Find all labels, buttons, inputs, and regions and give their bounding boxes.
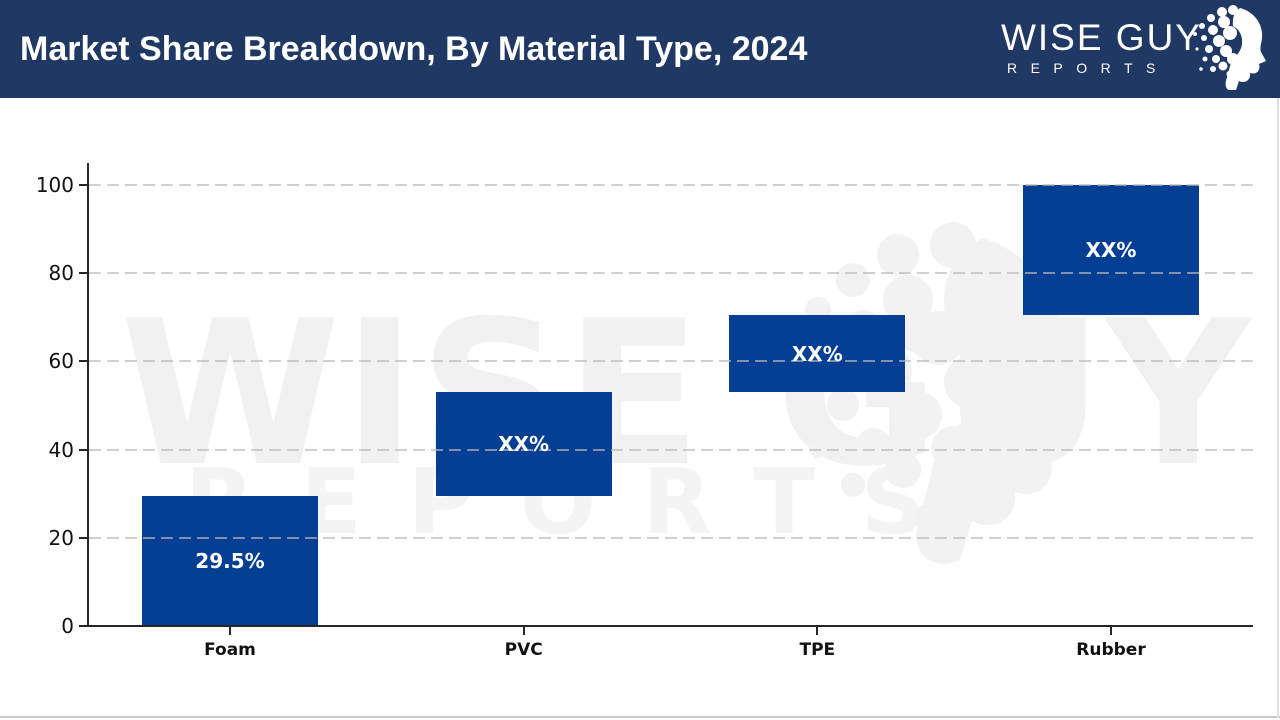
y-axis: [87, 163, 89, 627]
x-tick-label-foam: Foam: [204, 640, 256, 660]
y-tick-100: [79, 184, 88, 186]
y-tick-80: [79, 272, 88, 275]
wiseguy-head-icon: [1193, 5, 1266, 90]
bottom-rule: [0, 716, 1280, 718]
bar-label-pvc: XX%: [498, 432, 550, 457]
y-tick-label-80: 80: [48, 261, 74, 286]
bar-label-foam: 29.5%: [195, 548, 265, 573]
x-tick-tpe: [816, 627, 819, 635]
x-axis: [87, 625, 1253, 627]
y-tick-40: [79, 448, 88, 451]
gridline-60: [89, 360, 1253, 363]
y-tick-label-60: 60: [48, 349, 74, 374]
x-tick-rubber: [1110, 627, 1112, 635]
page-title: Market Share Breakdown, By Material Type…: [20, 30, 808, 68]
brand-logo: WISE GUY REPORTS: [1001, 4, 1268, 90]
logo-subtext: REPORTS: [1006, 60, 1169, 77]
gridline-80: [89, 272, 1253, 275]
bar-foam: [142, 495, 318, 626]
x-tick-foam: [229, 627, 231, 635]
y-tick-60: [79, 360, 88, 363]
logo-wordmark: WISE GUY: [1000, 16, 1202, 58]
y-tick-label-100: 100: [35, 173, 74, 197]
x-tick-label-tpe: TPE: [799, 640, 836, 660]
gridline-100: [89, 184, 1253, 186]
header: Market Share Breakdown, By Material Type…: [0, 0, 1280, 98]
x-tick-pvc: [522, 627, 525, 635]
y-tick-label-40: 40: [48, 437, 74, 462]
brand-logo-text: WISE GUY REPORTS: [1000, 16, 1202, 77]
y-tick-label-0: 0: [61, 614, 74, 638]
y-tick-label-20: 20: [48, 525, 74, 550]
bar-pvc: [435, 392, 612, 496]
bar-label-rubber: XX%: [1085, 238, 1137, 263]
x-tick-label-pvc: PVC: [504, 640, 543, 660]
gridline-20: [89, 536, 1253, 539]
gridline-40: [89, 448, 1253, 451]
x-tick-label-rubber: Rubber: [1076, 640, 1146, 660]
bar-label-tpe: XX%: [791, 341, 843, 366]
y-tick-20: [79, 536, 88, 539]
right-rule: [1277, 98, 1279, 718]
y-tick-0: [79, 625, 88, 627]
